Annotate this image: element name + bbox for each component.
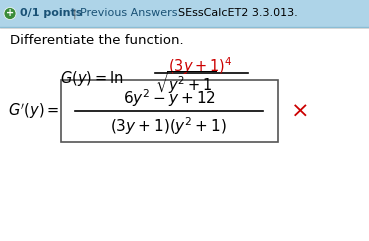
Text: $\sqrt{y^2+1}$: $\sqrt{y^2+1}$: [155, 70, 216, 96]
Text: $(3y+1)(y^2+1)$: $(3y+1)(y^2+1)$: [110, 115, 228, 137]
Text: +: +: [6, 8, 14, 19]
FancyBboxPatch shape: [61, 80, 278, 142]
Text: SEssCalcET2 3.3.013.: SEssCalcET2 3.3.013.: [178, 8, 298, 19]
Text: |: |: [73, 8, 77, 19]
Text: $6y^2-y+12$: $6y^2-y+12$: [123, 87, 215, 109]
Text: Differentiate the function.: Differentiate the function.: [10, 34, 184, 47]
Circle shape: [4, 7, 16, 20]
Text: $G'(y) =$: $G'(y) =$: [8, 101, 59, 121]
Bar: [0, 0, 369, 27]
Text: $G(y) = \ln$: $G(y) = \ln$: [60, 68, 124, 87]
Text: Previous Answers: Previous Answers: [80, 8, 177, 19]
Text: $(3y + 1)^4$: $(3y + 1)^4$: [168, 55, 232, 77]
Text: $\times$: $\times$: [290, 100, 308, 122]
Text: 0/1 points: 0/1 points: [20, 8, 82, 19]
